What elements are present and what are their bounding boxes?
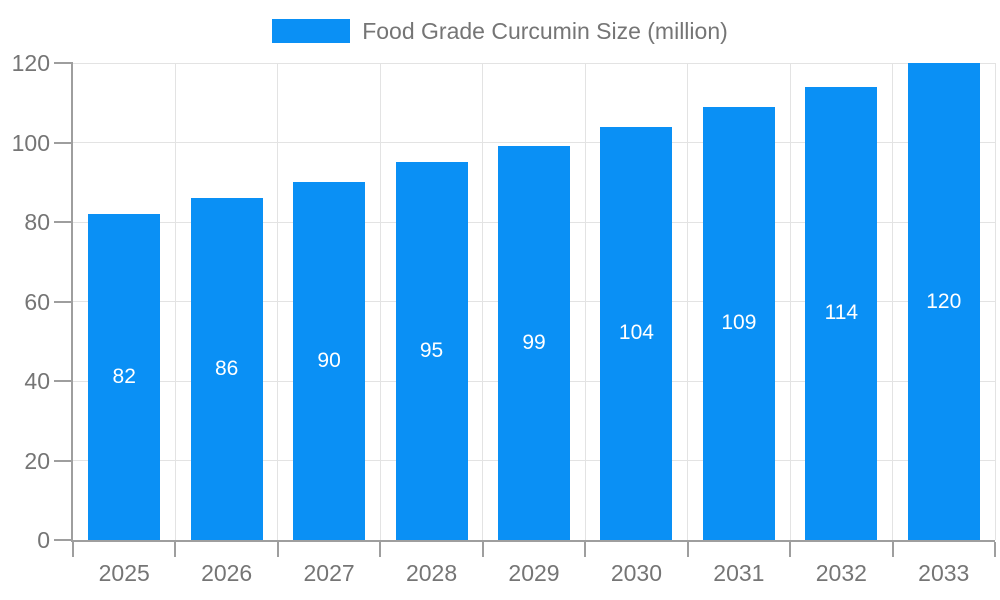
x-axis-tick-mark xyxy=(789,542,792,557)
bar-2030[interactable] xyxy=(600,126,673,540)
y-axis-tick-mark xyxy=(54,459,73,462)
x-axis-tick-mark xyxy=(891,542,894,557)
x-axis-tick-label: 2032 xyxy=(815,560,867,586)
y-axis-tick-label: 80 xyxy=(24,209,50,235)
bar-2032[interactable] xyxy=(805,86,878,540)
x-axis-tick-mark xyxy=(686,542,689,557)
x-axis-tick-label: 2027 xyxy=(303,560,355,586)
y-axis-tick-label: 40 xyxy=(24,368,50,394)
x-axis-tick-mark xyxy=(72,542,74,557)
y-axis-tick-label: 0 xyxy=(37,527,50,553)
legend-label: Food Grade Curcumin Size (million) xyxy=(362,17,728,44)
bar-value-label: 104 xyxy=(618,321,654,345)
x-axis-tick-label: 2029 xyxy=(508,560,560,586)
gridline-vertical xyxy=(789,63,791,540)
bar-2027[interactable] xyxy=(293,182,366,540)
x-axis-tick-mark xyxy=(174,542,177,557)
gridline-vertical xyxy=(687,63,689,540)
gridline-vertical xyxy=(174,63,176,540)
x-axis-tick-label: 2030 xyxy=(610,560,663,586)
x-axis-tick-mark xyxy=(994,542,996,557)
bar-2025[interactable] xyxy=(88,214,161,540)
y-axis-tick-mark xyxy=(54,539,73,541)
x-axis-tick-label: 2033 xyxy=(918,560,970,586)
x-axis-tick-mark xyxy=(276,542,279,557)
x-axis-tick-label: 2026 xyxy=(201,560,253,586)
bar-2031[interactable] xyxy=(702,106,775,540)
bar-value-label: 109 xyxy=(721,311,757,335)
bar-value-label: 99 xyxy=(522,331,546,355)
gridline-horizontal xyxy=(73,62,995,64)
gridline-vertical xyxy=(482,63,484,540)
bar-value-label: 86 xyxy=(214,357,239,381)
bar-2033[interactable] xyxy=(907,63,980,540)
x-axis-tick-mark xyxy=(379,542,382,557)
gridline-vertical xyxy=(584,63,586,540)
y-axis-tick-mark xyxy=(54,221,73,223)
gridline-vertical xyxy=(994,63,996,540)
x-axis-tick-label: 2031 xyxy=(713,560,765,586)
y-axis-tick-mark xyxy=(54,380,73,382)
gridline-vertical xyxy=(277,63,279,540)
y-axis-tick-mark xyxy=(54,300,73,303)
gridline-vertical xyxy=(379,63,381,540)
x-axis-tick-label: 2028 xyxy=(405,560,458,586)
x-axis-tick-mark xyxy=(584,542,587,557)
y-axis-tick-mark xyxy=(54,62,73,64)
legend[interactable]: Food Grade Curcumin Size (million) xyxy=(0,16,1000,46)
gridline-vertical xyxy=(892,63,894,540)
y-axis-tick-label: 60 xyxy=(24,288,50,315)
y-axis-tick-mark xyxy=(54,141,73,144)
y-axis-tick-label: 100 xyxy=(11,129,50,156)
bar-value-label: 114 xyxy=(824,301,859,325)
bar-2026[interactable] xyxy=(190,198,263,540)
y-axis-tick-label: 120 xyxy=(11,50,50,76)
bar-value-label: 95 xyxy=(419,339,444,363)
bar-2029[interactable] xyxy=(498,146,570,540)
bar-value-label: 120 xyxy=(926,289,962,313)
x-axis-tick-label: 2025 xyxy=(98,560,150,586)
x-axis-tick-mark xyxy=(481,542,484,557)
gridline-horizontal xyxy=(73,142,995,143)
legend-swatch-icon xyxy=(272,19,351,43)
bar-value-label: 90 xyxy=(317,349,341,373)
bar-value-label: 82 xyxy=(112,365,136,389)
bar-2028[interactable] xyxy=(395,162,468,540)
y-axis-tick-label: 20 xyxy=(24,447,50,474)
plot-area: 82 86 90 95 99 104 109 114 120 xyxy=(71,62,996,542)
